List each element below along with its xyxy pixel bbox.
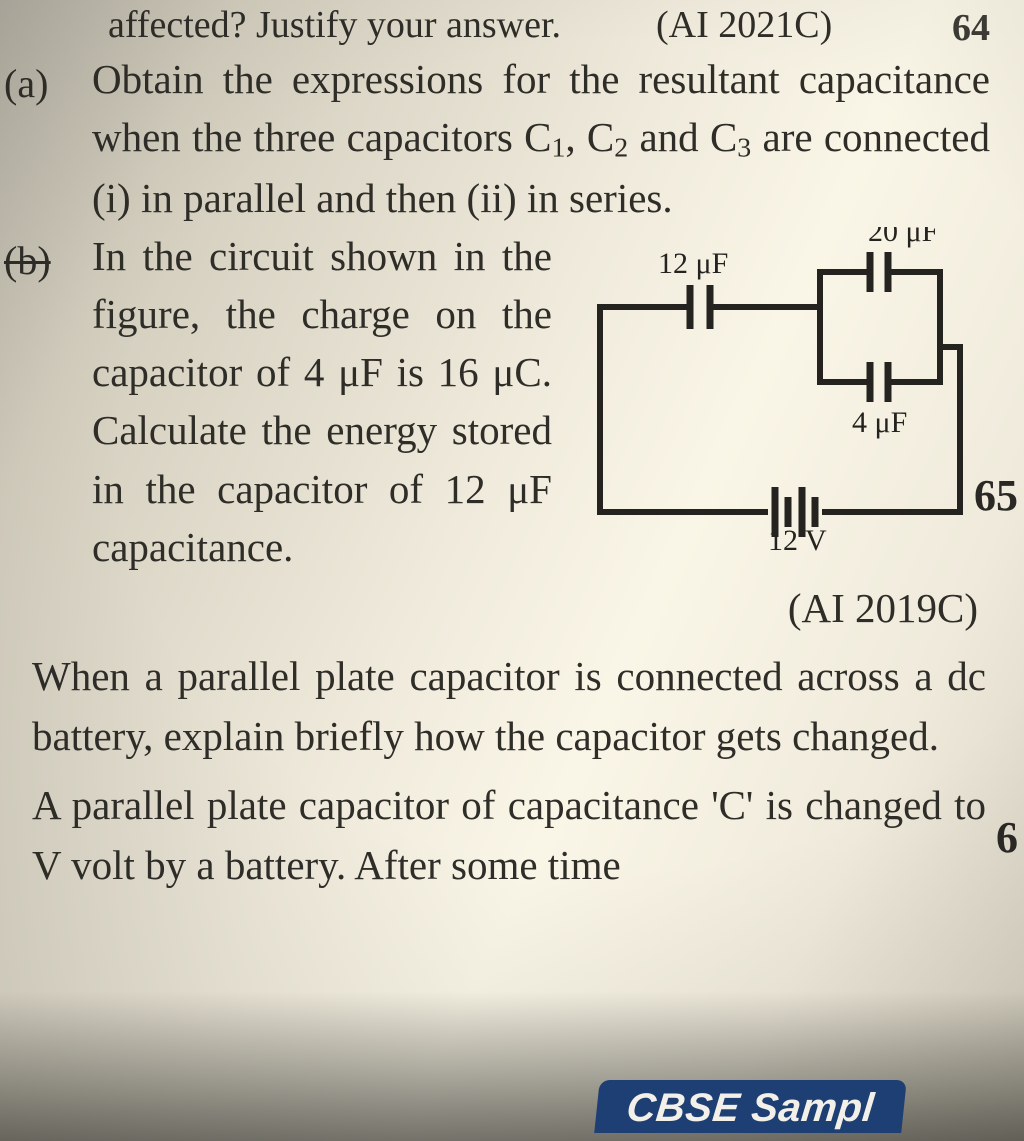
corner-tag: 64 <box>952 6 990 50</box>
margin-number-65: 65 <box>974 470 1018 521</box>
question-a-body: Obtain the expressions for the resultant… <box>92 50 1000 227</box>
battery-label: 12 V <box>768 524 827 557</box>
ref-2021c: (AI 2021C) <box>656 4 832 46</box>
margin-number-6: 6 <box>996 812 1018 863</box>
top-cut-line: affected? Justify your answer. (AI 2021C… <box>0 0 1000 50</box>
qa-mid1: , C <box>565 114 614 160</box>
cap-4uf-label: 4 μF <box>852 406 907 439</box>
qa-mid2: and C <box>628 114 737 160</box>
question-b-body: In the circuit shown in the figure, the … <box>92 227 1000 576</box>
page: 64 affected? Justify your answer. (AI 20… <box>0 0 1024 1141</box>
cbse-banner: CBSE Sampl <box>594 1080 907 1133</box>
circuit-figure: 12 V 12 μF <box>570 227 990 557</box>
cap-12uf-label: 12 μF <box>658 247 728 280</box>
qa-sub1: 1 <box>551 133 565 164</box>
label-b-text: (b) <box>4 238 51 283</box>
qa-sub3: 3 <box>737 133 751 164</box>
paragraph-parallel-plate-1: When a parallel plate capacitor is conne… <box>0 647 1000 766</box>
question-a-row: (a) Obtain the expressions for the resul… <box>0 50 1000 227</box>
question-b-text: In the circuit shown in the figure, the … <box>92 227 552 576</box>
cut-text: affected? Justify your answer. <box>108 4 561 46</box>
circuit-svg: 12 V 12 μF <box>570 227 990 557</box>
question-b-row: (b) In the circuit shown in the figure, … <box>0 227 1000 576</box>
paragraph-parallel-plate-2: A parallel plate capacitor of capacitanc… <box>0 776 1000 895</box>
cap-20uf-label: 20 μF <box>868 227 938 248</box>
ref-2019c: (AI 2019C) <box>0 580 1000 637</box>
qa-sub2: 2 <box>614 133 628 164</box>
label-a: (a) <box>4 50 92 112</box>
label-b: (b) <box>4 227 92 289</box>
